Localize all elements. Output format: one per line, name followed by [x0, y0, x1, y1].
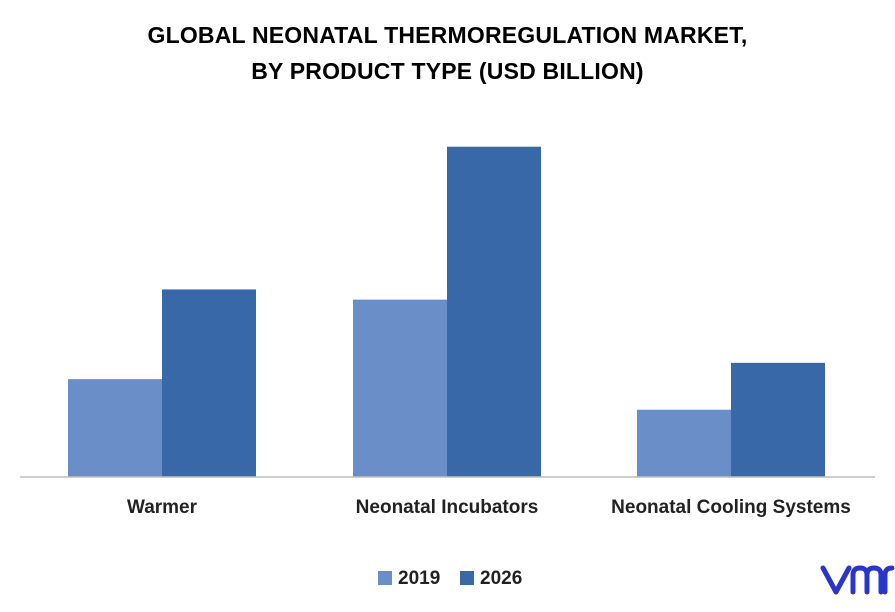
bar-neonatal-incubators-2026: [447, 146, 541, 477]
x-tick-label-neonatal-cooling-systems: Neonatal Cooling Systems: [611, 497, 851, 518]
legend-label-2019: 2019: [398, 568, 440, 589]
bar-neonatal-incubators-2019: [353, 299, 447, 477]
x-tick-label-warmer: Warmer: [127, 497, 198, 518]
bars-layer: [68, 146, 825, 477]
x-tick-labels: Warmer Neonatal Incubators Neonatal Coolin…: [127, 497, 851, 518]
legend-swatch-2019: [378, 571, 392, 585]
bar-warmer-2026: [162, 289, 256, 477]
legend-label-2026: 2026: [480, 568, 522, 589]
legend: 2019 2026: [378, 568, 522, 589]
chart-title-line-1: GLOBAL NEONATAL THERMOREGULATION MARKET,: [147, 22, 748, 48]
bar-warmer-2019: [68, 379, 162, 477]
legend-swatch-2026: [460, 571, 474, 585]
vmr-logo-mark: [820, 565, 895, 595]
chart-title-line-2: BY PRODUCT TYPE (USD BILLION): [251, 58, 644, 84]
vmr-logo: [820, 565, 895, 595]
bar-neonatal-cooling-systems-2026: [731, 362, 825, 477]
x-tick-label-neonatal-incubators: Neonatal Incubators: [356, 497, 539, 518]
bar-neonatal-cooling-systems-2019: [637, 409, 731, 477]
